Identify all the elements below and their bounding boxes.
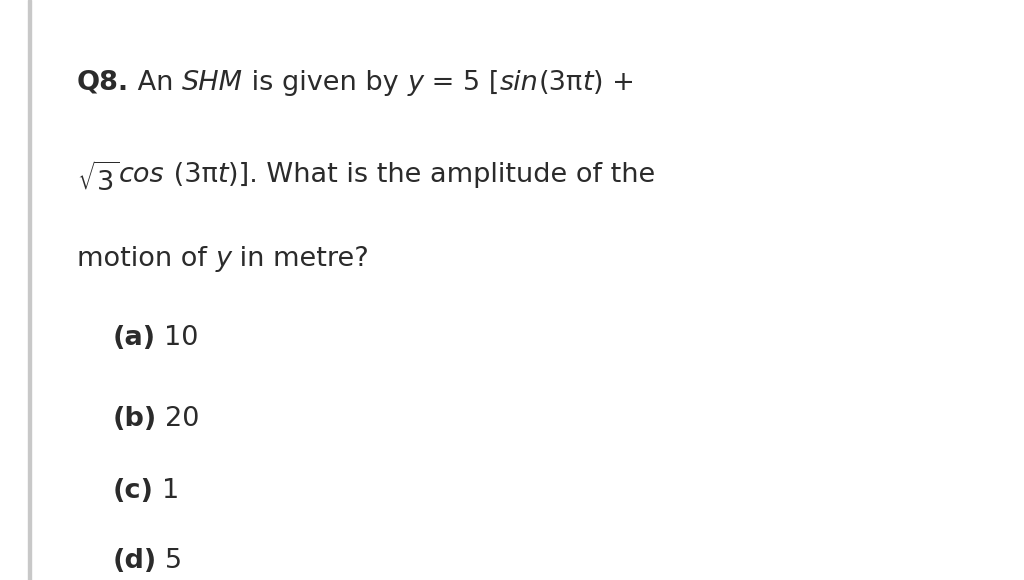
Text: t: t <box>583 70 593 96</box>
Text: (d): (d) <box>113 548 157 574</box>
Text: y: y <box>215 246 231 273</box>
Text: (c): (c) <box>113 478 154 505</box>
Text: (a): (a) <box>113 325 156 351</box>
Bar <box>28 0 31 580</box>
Text: 10: 10 <box>164 325 199 351</box>
Text: sin: sin <box>500 70 539 96</box>
Text: ) +: ) + <box>593 70 635 96</box>
Text: motion of: motion of <box>77 246 215 273</box>
Text: 1: 1 <box>162 478 179 505</box>
Text: )]. What is the amplitude of the: )]. What is the amplitude of the <box>228 162 655 188</box>
Text: is given by: is given by <box>243 70 408 96</box>
Text: t: t <box>217 162 228 188</box>
Text: $\sqrt{3}$: $\sqrt{3}$ <box>77 162 119 197</box>
Text: Q8.: Q8. <box>77 70 129 96</box>
Text: = 5 [: = 5 [ <box>423 70 500 96</box>
Text: 20: 20 <box>165 406 200 432</box>
Text: 5: 5 <box>165 548 182 574</box>
Text: in metre?: in metre? <box>231 246 369 273</box>
Text: (3π: (3π <box>165 162 217 188</box>
Text: cos: cos <box>119 162 165 188</box>
Text: y: y <box>408 70 423 96</box>
Text: (b): (b) <box>113 406 157 432</box>
Text: SHM: SHM <box>182 70 243 96</box>
Text: An: An <box>129 70 182 96</box>
Text: (3π: (3π <box>539 70 583 96</box>
